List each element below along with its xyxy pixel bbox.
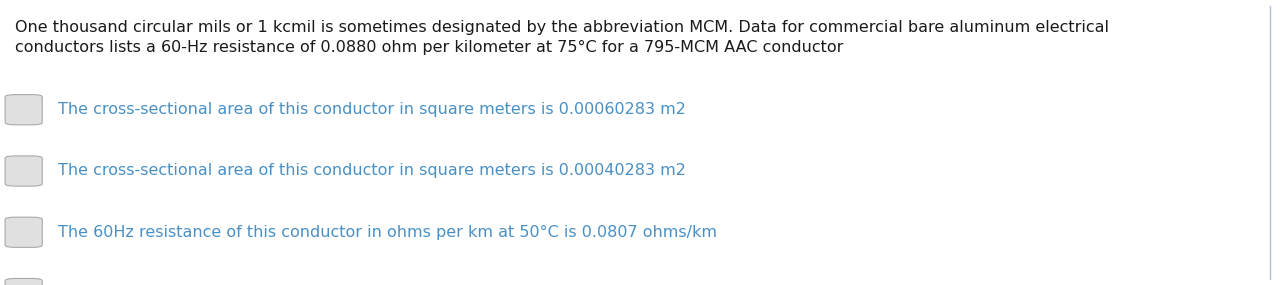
Text: One thousand circular mils or 1 kcmil is sometimes designated by the abbreviatio: One thousand circular mils or 1 kcmil is… (15, 20, 1110, 55)
Text: The cross-sectional area of this conductor in square meters is 0.00060283 m2: The cross-sectional area of this conduct… (58, 102, 686, 117)
Text: The cross-sectional area of this conductor in square meters is 0.00040283 m2: The cross-sectional area of this conduct… (58, 164, 686, 178)
Text: The 60Hz resistance of this conductor in ohms per km at 50°C is 0.0807 ohms/km: The 60Hz resistance of this conductor in… (58, 225, 717, 240)
